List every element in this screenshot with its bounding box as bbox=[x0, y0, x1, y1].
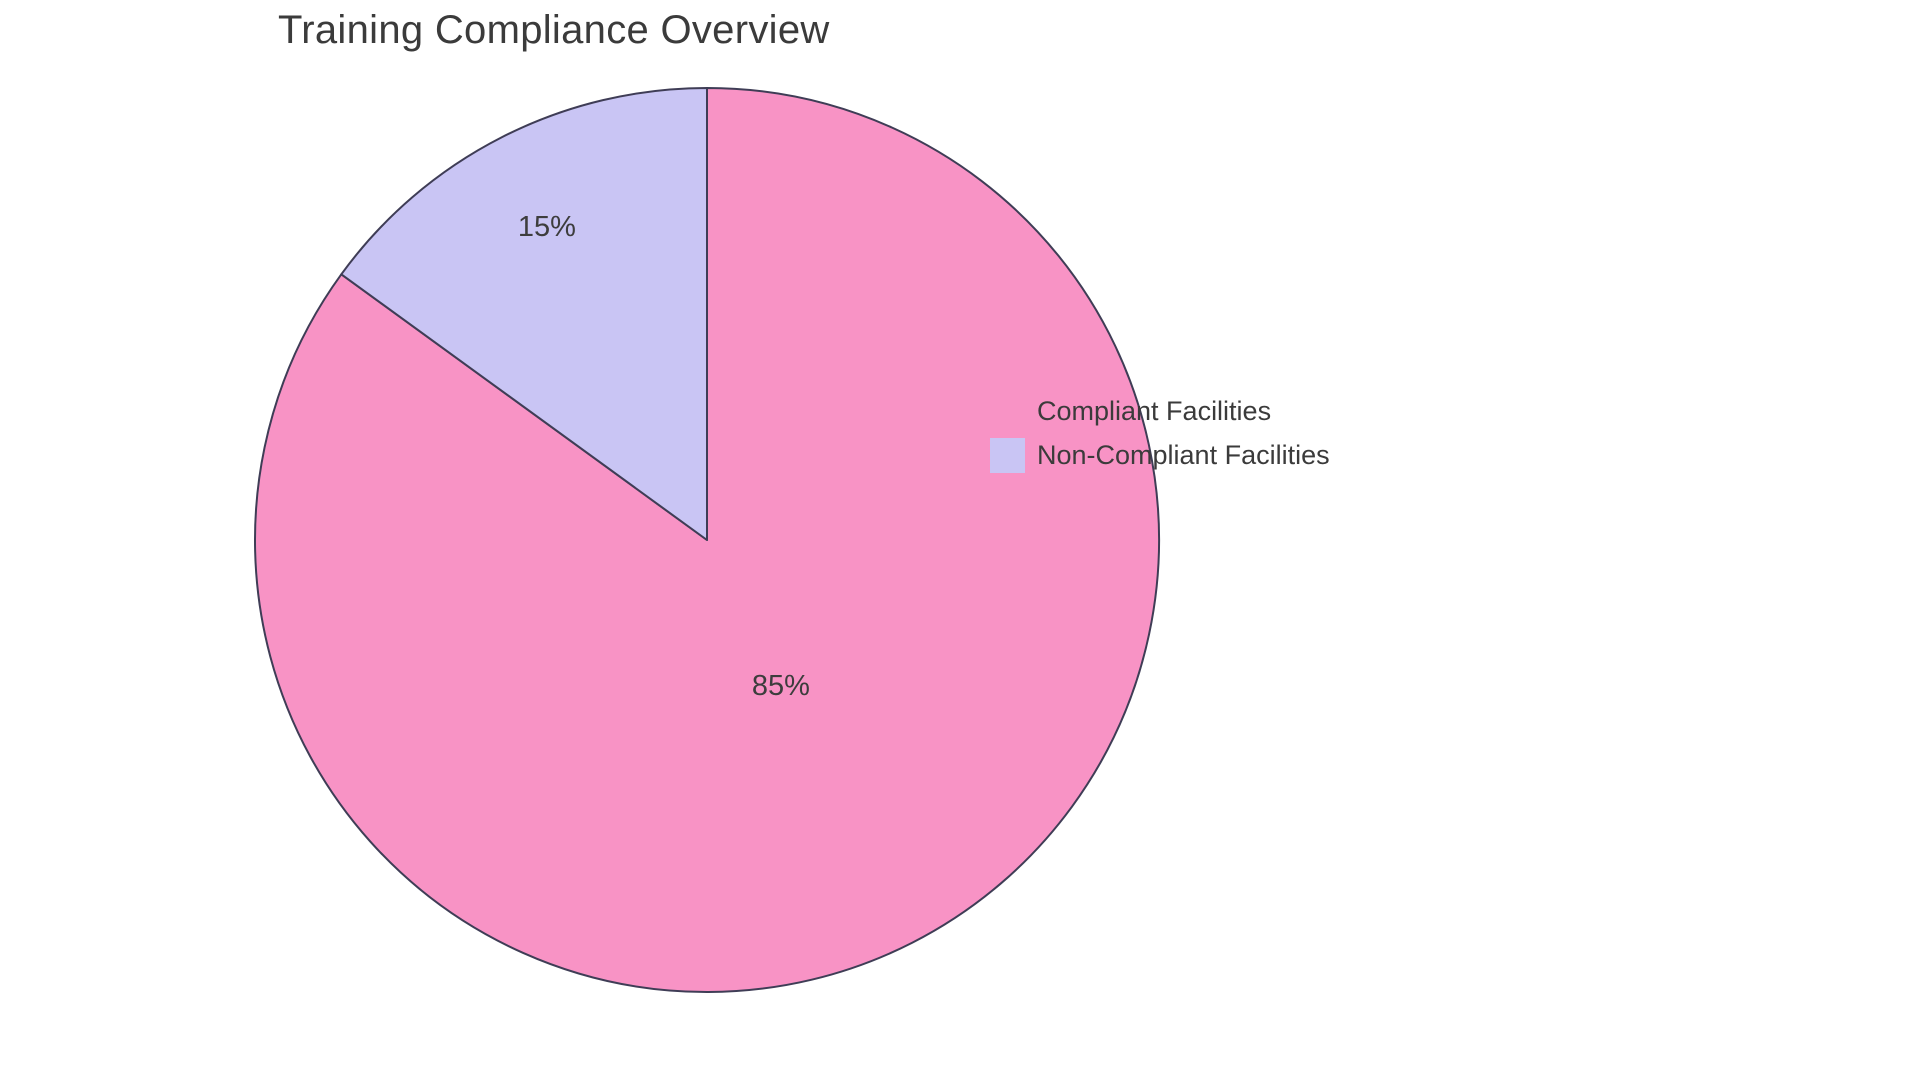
pie-slice-0[interactable] bbox=[253, 87, 1160, 993]
legend-swatch bbox=[990, 438, 1025, 473]
legend-label: Non-Compliant Facilities bbox=[1037, 440, 1330, 470]
slice-percentage-label: 15% bbox=[518, 211, 576, 243]
legend-item-0[interactable]: Compliant Facilities bbox=[990, 394, 1330, 429]
pie-slice-1[interactable] bbox=[340, 87, 708, 541]
legend-item-1[interactable]: Non-Compliant Facilities bbox=[990, 438, 1330, 473]
slice-percentage-label: 85% bbox=[752, 670, 810, 702]
chart-title: Training Compliance Overview bbox=[278, 8, 830, 52]
legend: Compliant Facilities Non-Compliant Facili… bbox=[990, 394, 1330, 473]
legend-label: Compliant Facilities bbox=[1037, 396, 1272, 426]
legend-swatch bbox=[990, 394, 1025, 429]
